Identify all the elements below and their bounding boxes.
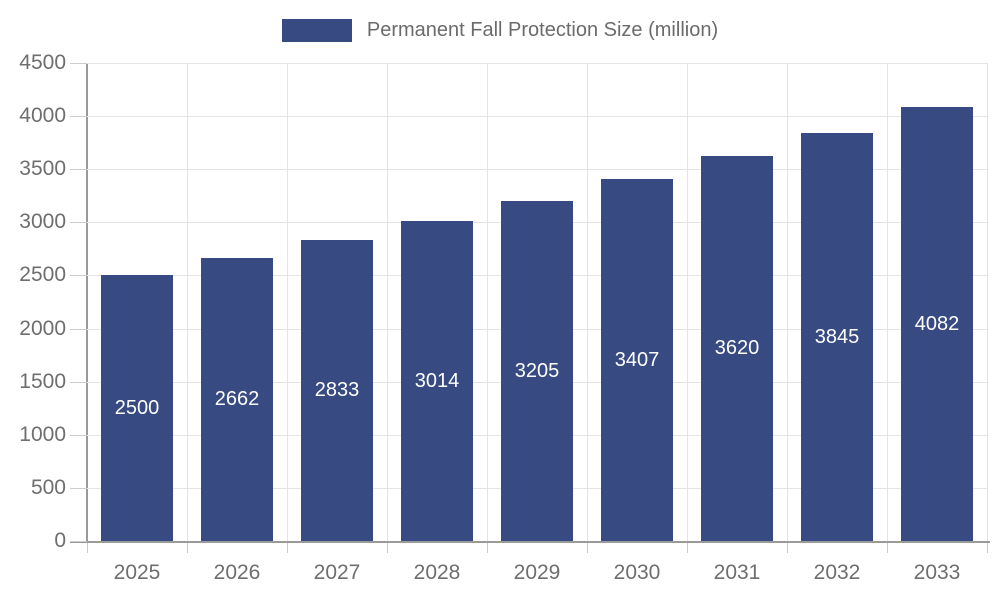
h-gridline	[87, 116, 987, 117]
v-gridline	[587, 63, 588, 541]
y-tick	[70, 169, 87, 170]
x-tick	[687, 543, 688, 553]
y-tick-label: 4000	[19, 104, 66, 127]
y-tick-label: 3000	[19, 210, 66, 233]
y-tick-label: 3500	[19, 157, 66, 180]
h-gridline	[87, 63, 987, 64]
y-tick	[70, 116, 87, 117]
bar-value-label: 2500	[114, 396, 160, 419]
y-tick-label: 1000	[19, 423, 66, 446]
bar-value-label: 2662	[214, 388, 260, 410]
legend-label: Permanent Fall Protection Size (million)	[366, 19, 719, 41]
v-gridline	[887, 63, 888, 541]
bar: 2662	[201, 258, 273, 541]
v-gridline	[387, 63, 388, 541]
y-tick	[70, 488, 87, 489]
x-tick-label: 2031	[713, 561, 761, 584]
y-tick-label: 1500	[19, 370, 66, 393]
legend-swatch	[281, 19, 352, 42]
x-tick	[587, 543, 588, 553]
x-tick-label: 2032	[813, 561, 861, 584]
x-tick	[787, 543, 788, 553]
bar: 3205	[501, 201, 573, 541]
bar: 3845	[801, 133, 873, 541]
bar-value-label: 3845	[814, 325, 860, 348]
x-tick-label: 2025	[113, 561, 161, 584]
y-tick	[70, 435, 87, 436]
bar-value-label: 4082	[914, 312, 960, 335]
v-gridline	[487, 63, 488, 541]
x-axis-line	[70, 541, 990, 543]
y-tick-label: 4500	[19, 51, 66, 74]
x-tick	[187, 543, 188, 553]
x-tick-label: 2029	[513, 561, 561, 584]
bar-value-label: 3407	[614, 348, 660, 371]
x-tick-label: 2027	[313, 561, 361, 584]
y-tick-label: 0	[54, 529, 66, 552]
bar-value-label: 3620	[714, 337, 760, 359]
chart-legend: Permanent Fall Protection Size (million)	[0, 19, 1000, 42]
bar: 3014	[401, 221, 473, 541]
y-axis-line	[86, 63, 88, 543]
x-tick	[87, 543, 88, 553]
x-tick	[887, 543, 888, 553]
bar: 2833	[301, 240, 373, 541]
x-tick-label: 2026	[213, 561, 261, 584]
h-gridline	[87, 169, 987, 170]
x-tick-label: 2028	[413, 561, 461, 584]
bar: 3620	[701, 156, 773, 541]
y-tick	[70, 329, 87, 330]
x-tick-label: 2030	[613, 561, 661, 584]
x-tick-label: 2033	[913, 561, 961, 584]
v-gridline	[687, 63, 688, 541]
bar: 4082	[901, 107, 973, 541]
y-tick	[70, 382, 87, 383]
x-tick	[387, 543, 388, 553]
v-gridline	[287, 63, 288, 541]
bar-value-label: 3205	[514, 359, 560, 382]
bar-value-label: 3014	[414, 369, 460, 392]
y-tick	[70, 541, 87, 542]
bar: 2500	[101, 275, 173, 541]
v-gridline	[987, 63, 988, 541]
x-tick	[287, 543, 288, 553]
y-tick-label: 2000	[19, 317, 66, 340]
y-tick	[70, 63, 87, 64]
x-tick	[487, 543, 488, 553]
bar: 3407	[601, 179, 673, 541]
y-tick-label: 2500	[19, 263, 66, 286]
y-tick-label: 500	[30, 476, 66, 499]
bar-value-label: 2833	[314, 379, 360, 401]
v-gridline	[187, 63, 188, 541]
y-tick	[70, 222, 87, 223]
x-tick	[987, 543, 988, 553]
y-tick	[70, 275, 87, 276]
v-gridline	[787, 63, 788, 541]
